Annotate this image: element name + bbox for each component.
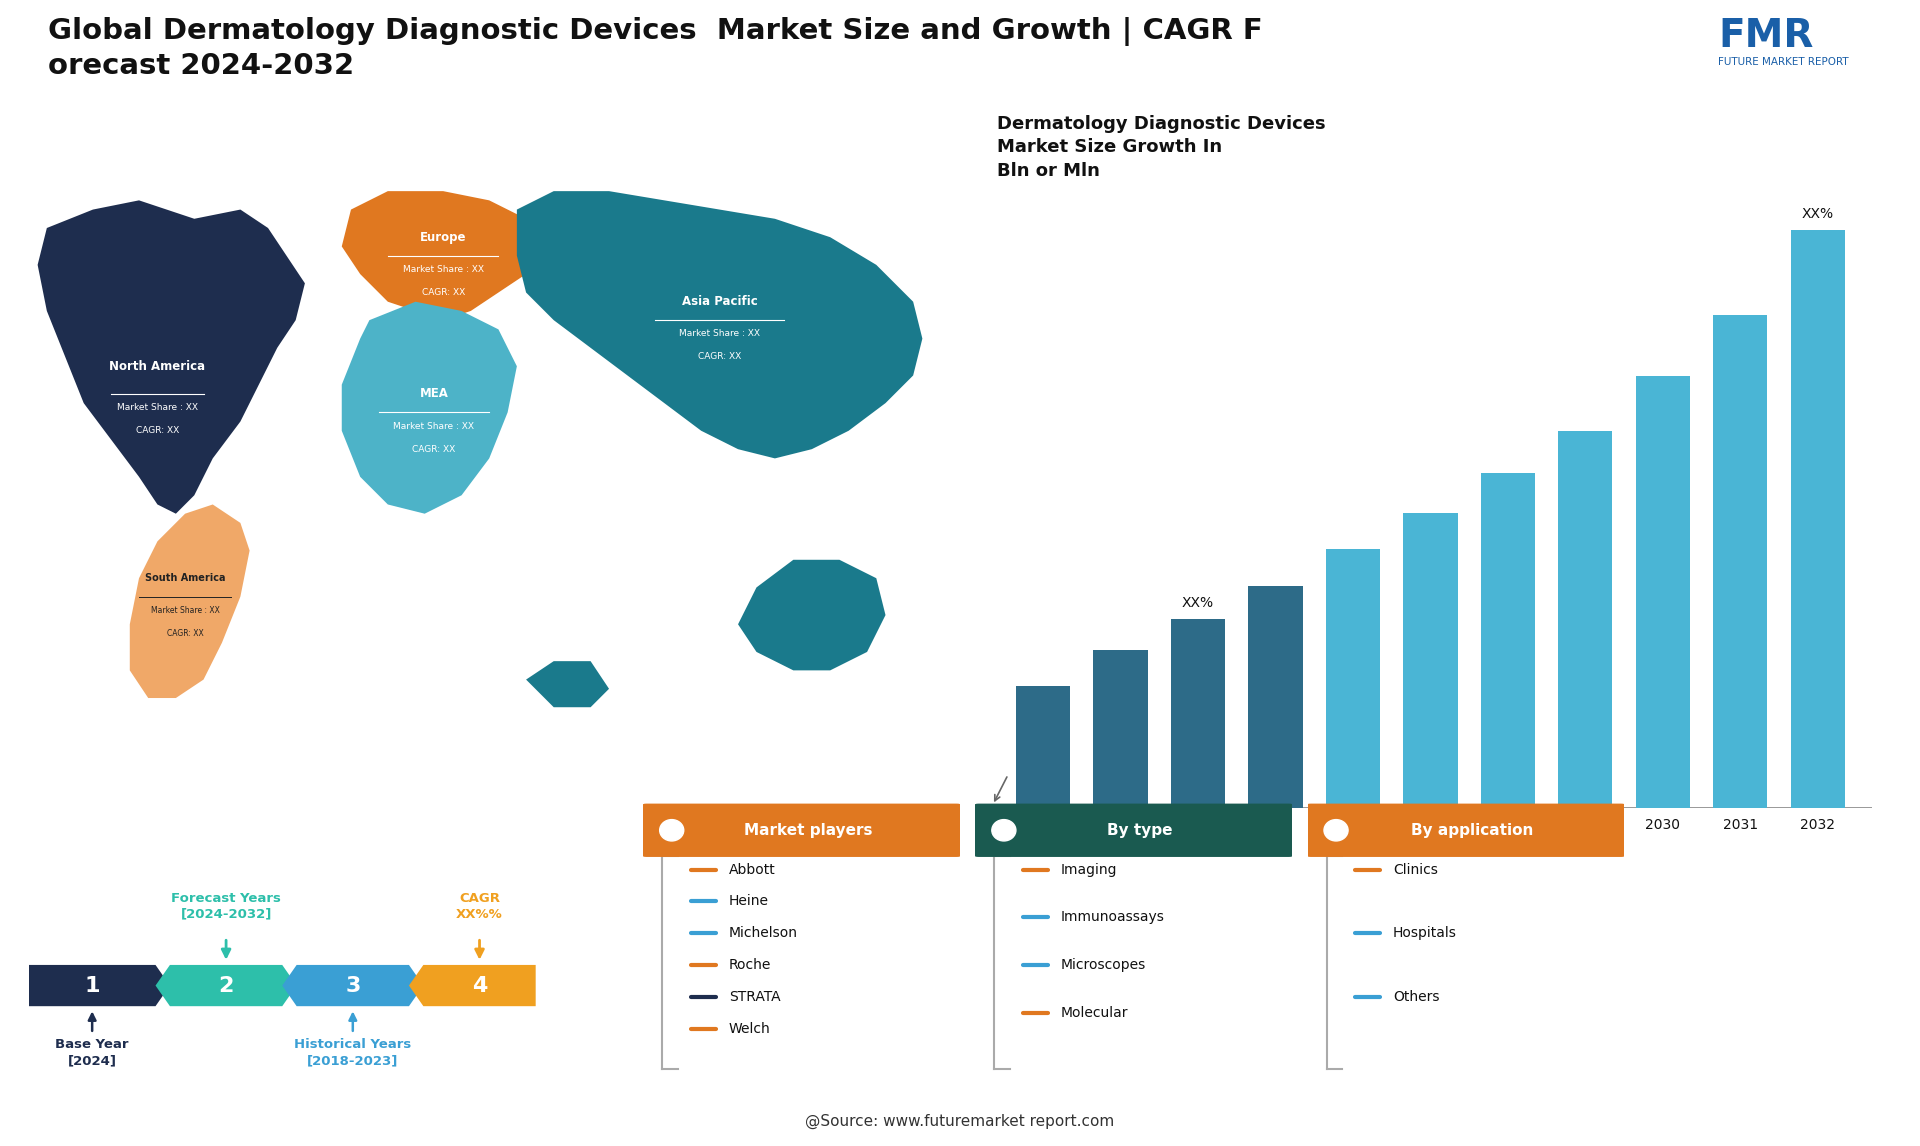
Text: North America: North America <box>109 360 205 372</box>
Text: By type: By type <box>1108 823 1173 838</box>
Text: Michelson: Michelson <box>730 926 797 940</box>
Polygon shape <box>737 559 885 670</box>
Text: Forecast Years
[2024-2032]: Forecast Years [2024-2032] <box>171 892 280 920</box>
Polygon shape <box>526 661 609 707</box>
Text: STRATA: STRATA <box>730 990 780 1004</box>
Text: Hospitals: Hospitals <box>1394 926 1457 940</box>
Text: Others: Others <box>1394 990 1440 1004</box>
Text: Market Share : XX: Market Share : XX <box>117 403 198 413</box>
Polygon shape <box>342 301 516 513</box>
Text: By application: By application <box>1411 823 1534 838</box>
Polygon shape <box>516 191 922 458</box>
Text: Heine: Heine <box>730 894 768 909</box>
Polygon shape <box>38 201 305 513</box>
Text: CAGR: XX: CAGR: XX <box>167 629 204 638</box>
Text: orecast 2024-2032: orecast 2024-2032 <box>48 52 353 79</box>
Text: MEA: MEA <box>419 387 449 400</box>
FancyBboxPatch shape <box>1304 803 1628 857</box>
Bar <box>1092 650 1148 808</box>
Text: Welch: Welch <box>730 1022 770 1036</box>
Text: @Source: www.futuremarket report.com: @Source: www.futuremarket report.com <box>804 1114 1116 1129</box>
Text: Market Share : XX: Market Share : XX <box>680 329 760 338</box>
Text: FUTURE MARKET REPORT: FUTURE MARKET REPORT <box>1718 57 1849 68</box>
Circle shape <box>660 819 684 841</box>
Text: Market Share : XX: Market Share : XX <box>403 265 484 274</box>
Bar <box>1248 586 1302 808</box>
Bar <box>1559 431 1613 808</box>
Text: Roche: Roche <box>730 958 772 972</box>
Circle shape <box>993 819 1016 841</box>
Text: XX%: XX% <box>1801 207 1834 221</box>
Text: 4: 4 <box>472 975 488 996</box>
Bar <box>1404 513 1457 808</box>
Text: Molecular: Molecular <box>1062 1006 1129 1020</box>
Text: Microscopes: Microscopes <box>1062 958 1146 972</box>
Text: Clinics: Clinics <box>1394 863 1438 877</box>
Text: CAGR: XX: CAGR: XX <box>699 353 741 361</box>
Polygon shape <box>409 965 536 1006</box>
Text: 1: 1 <box>84 975 100 996</box>
FancyBboxPatch shape <box>639 803 964 857</box>
Text: Market Share : XX: Market Share : XX <box>394 422 474 431</box>
Bar <box>1480 473 1534 808</box>
Text: Global Dermatology Diagnostic Devices  Market Size and Growth | CAGR F: Global Dermatology Diagnostic Devices Ma… <box>48 17 1263 46</box>
Text: 2: 2 <box>219 975 234 996</box>
Text: 3: 3 <box>346 975 361 996</box>
Bar <box>1636 376 1690 808</box>
Bar <box>1171 620 1225 808</box>
Text: Historical Years
[2018-2023]: Historical Years [2018-2023] <box>294 1038 411 1067</box>
Bar <box>1791 230 1845 808</box>
Text: Abbott: Abbott <box>730 863 776 877</box>
Text: CAGR: XX: CAGR: XX <box>413 445 455 454</box>
Text: Europe: Europe <box>420 230 467 244</box>
Polygon shape <box>29 965 171 1006</box>
FancyBboxPatch shape <box>972 803 1296 857</box>
Text: XX%: XX% <box>1183 596 1213 611</box>
Text: South America: South America <box>144 573 225 583</box>
Polygon shape <box>131 504 250 698</box>
Bar <box>1327 549 1380 808</box>
Text: Imaging: Imaging <box>1062 863 1117 877</box>
Bar <box>1713 315 1768 808</box>
Text: Dermatology Diagnostic Devices
Market Size Growth In
Bln or Mln: Dermatology Diagnostic Devices Market Si… <box>996 115 1325 180</box>
Polygon shape <box>156 965 298 1006</box>
Text: CAGR
XX%%: CAGR XX%% <box>457 892 503 920</box>
Text: Immunoassays: Immunoassays <box>1062 910 1165 925</box>
Polygon shape <box>342 191 536 320</box>
Text: Market players: Market players <box>743 823 872 838</box>
Text: CAGR: XX: CAGR: XX <box>136 426 179 435</box>
Text: FMR: FMR <box>1718 17 1814 55</box>
Bar <box>1016 686 1069 808</box>
Text: Asia Pacific: Asia Pacific <box>682 296 758 308</box>
Text: CAGR: XX: CAGR: XX <box>422 288 465 297</box>
Text: Base Year
[2024]: Base Year [2024] <box>56 1038 129 1067</box>
Polygon shape <box>282 965 424 1006</box>
Circle shape <box>1325 819 1348 841</box>
Text: Market Share : XX: Market Share : XX <box>150 606 219 615</box>
